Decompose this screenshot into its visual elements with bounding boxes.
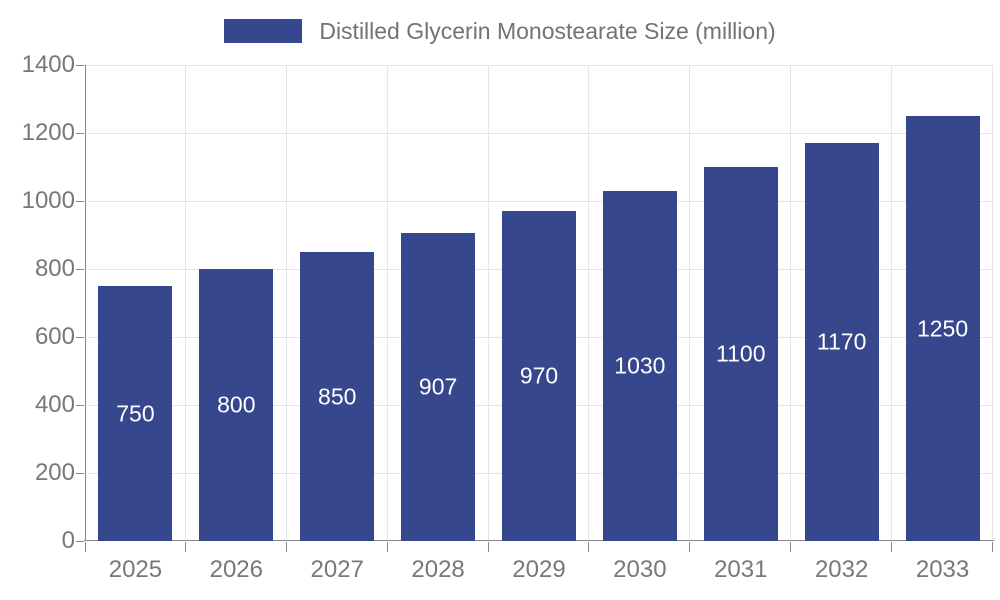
gridline-vertical — [285, 65, 287, 541]
y-axis-label: 600 — [34, 323, 75, 350]
x-axis-label: 2031 — [714, 556, 768, 583]
bar-value-label: 800 — [217, 391, 256, 418]
plot-area: 750 800 850 907 970 1030 1100 1170 1250 — [76, 65, 994, 552]
y-axis-label: 1000 — [21, 187, 75, 214]
y-axis-label: 800 — [34, 255, 75, 282]
x-axis-label: 2027 — [310, 556, 364, 583]
bar-value-label: 1030 — [614, 352, 666, 379]
gridline-horizontal — [85, 133, 993, 134]
legend-label[interactable]: Distilled Glycerin Monostearate Size (mi… — [319, 18, 776, 44]
bar-value-label: 1170 — [816, 328, 867, 355]
y-axis-label: 200 — [34, 459, 75, 486]
bar-2030[interactable]: 1030 — [602, 190, 677, 541]
x-axis-label: 2033 — [915, 556, 970, 583]
bar-value-label: 1250 — [916, 315, 969, 341]
x-axis-label: 2032 — [814, 556, 869, 583]
y-axis-label: 1400 — [21, 51, 75, 78]
y-axis-tick — [76, 201, 84, 202]
x-axis-tick — [689, 542, 691, 552]
y-axis-tick — [76, 133, 84, 134]
x-axis-label: 2028 — [411, 556, 465, 583]
x-axis-label: 2030 — [613, 556, 667, 583]
x-axis-tick — [85, 542, 86, 552]
legend[interactable]: Distilled Glycerin Monostearate Size (mi… — [0, 19, 1000, 43]
y-axis-tick — [76, 65, 84, 66]
gridline-vertical — [588, 65, 590, 541]
y-axis-tick — [76, 541, 84, 542]
y-axis-label: 0 — [61, 527, 75, 554]
gridline-vertical — [790, 65, 792, 541]
x-axis-tick — [588, 542, 590, 552]
y-axis-label: 1200 — [21, 119, 75, 146]
bar-2033[interactable]: 1250 — [905, 116, 980, 541]
x-axis-tick — [184, 542, 186, 552]
bar-2032[interactable]: 1170 — [804, 143, 879, 541]
gridline-vertical — [992, 65, 993, 541]
bar-2028[interactable]: 907 — [401, 232, 476, 541]
x-axis-label: 2029 — [512, 556, 566, 583]
bar-2027[interactable]: 850 — [300, 252, 375, 541]
bar-value-label: 850 — [318, 383, 357, 409]
legend-swatch[interactable] — [224, 19, 303, 43]
bar-value-label: 1100 — [716, 340, 766, 367]
y-axis-tick — [76, 405, 84, 406]
x-axis-tick — [386, 542, 388, 552]
y-axis-tick — [76, 337, 84, 338]
bar-2026[interactable]: 800 — [199, 269, 274, 541]
x-axis-tick — [992, 542, 993, 552]
gridline-vertical — [184, 65, 186, 541]
gridline-horizontal — [85, 201, 993, 202]
x-axis-tick — [487, 542, 489, 552]
y-axis-tick — [76, 269, 84, 270]
gridline-vertical — [386, 65, 388, 541]
gridline-vertical — [689, 65, 691, 541]
y-axis-label: 400 — [34, 391, 75, 418]
x-axis-tick — [285, 542, 287, 552]
gridline-vertical — [891, 65, 893, 541]
gridline-horizontal — [85, 65, 993, 66]
bar-2029[interactable]: 970 — [502, 211, 576, 541]
bar-value-label: 970 — [519, 362, 559, 389]
bar-value-label: 907 — [418, 373, 458, 400]
y-axis-tick — [76, 473, 84, 474]
x-axis-label: 2026 — [209, 556, 263, 583]
x-axis-tick — [891, 542, 893, 552]
x-axis-label: 2025 — [108, 556, 163, 583]
x-axis-tick — [790, 542, 792, 552]
y-axis-line — [85, 65, 86, 541]
gridline-vertical — [487, 65, 489, 541]
bar-2031[interactable]: 1100 — [703, 167, 778, 541]
bar-2025[interactable]: 750 — [98, 286, 173, 541]
bar-value-label: 750 — [116, 400, 155, 426]
